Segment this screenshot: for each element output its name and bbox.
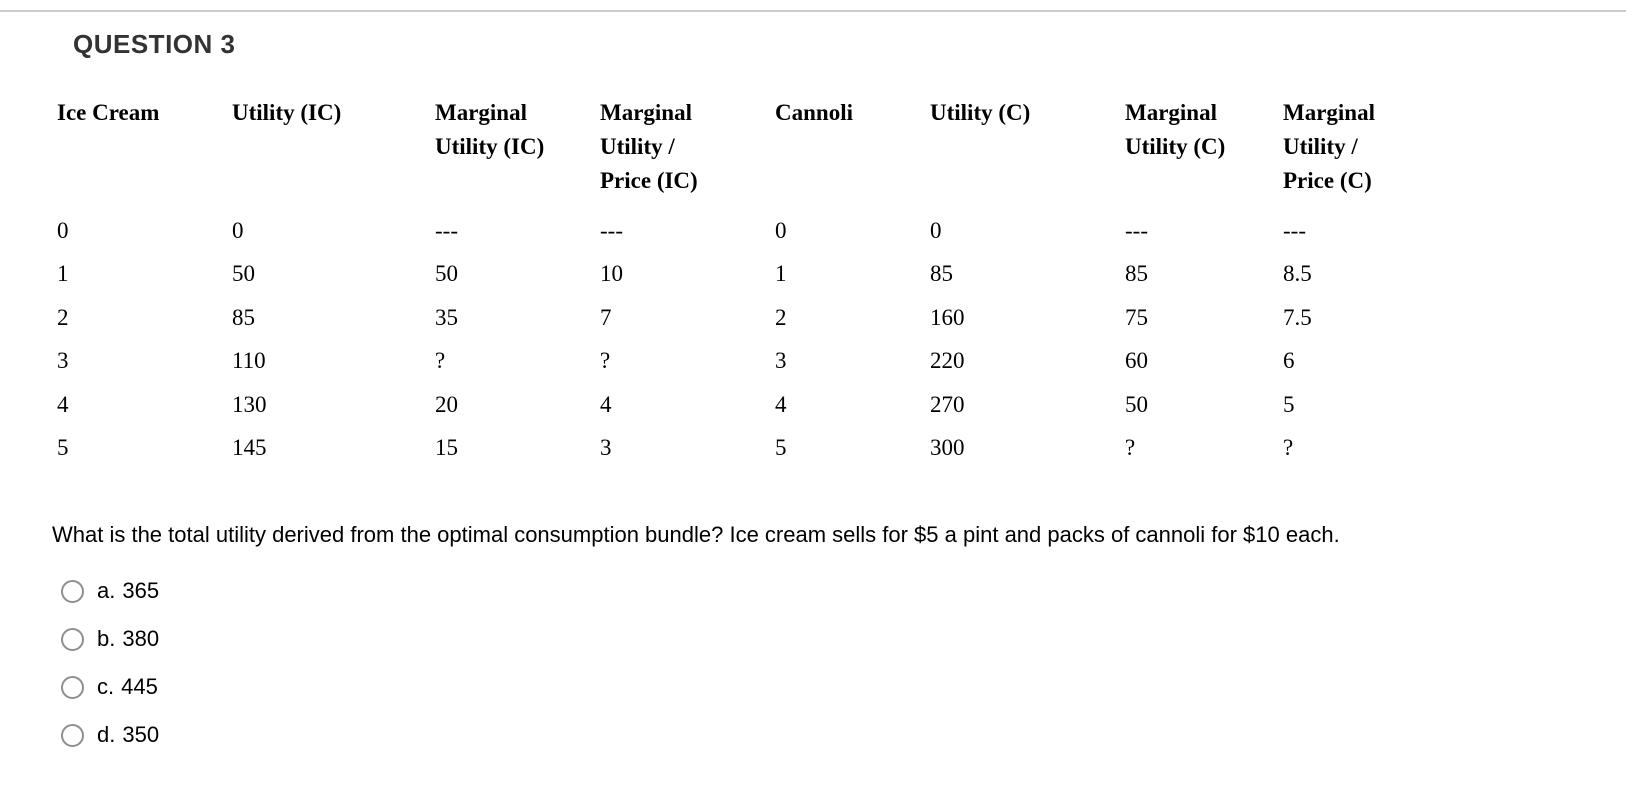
- answer-option[interactable]: c. 445: [61, 672, 1626, 702]
- table-cell: ?: [600, 348, 611, 374]
- table-row: 2 85 35 7 2 160 75 7.5: [57, 296, 1483, 340]
- table-cell: 110: [232, 348, 266, 374]
- table-cell: 7: [600, 304, 612, 330]
- radio-button-icon[interactable]: [61, 627, 84, 651]
- option-letter: c.: [97, 674, 115, 699]
- table-cell: 5: [57, 435, 69, 461]
- table-cell: 1: [775, 261, 787, 287]
- table-cell: ---: [1125, 217, 1148, 243]
- table-cell: 160: [930, 304, 965, 330]
- table-cell: ?: [435, 348, 446, 374]
- answer-option[interactable]: a. 365: [61, 576, 1626, 606]
- radio-button-icon[interactable]: [61, 675, 84, 699]
- question-panel: QUESTION 3 Ice Cream Utility (IC) Marginal…: [0, 10, 1626, 750]
- table-cell: 300: [930, 435, 965, 461]
- table-cell: 20: [435, 391, 458, 417]
- option-text: 380: [122, 626, 160, 651]
- column-header: Marginal Utility / Price (C): [1283, 100, 1375, 193]
- table-cell: 4: [600, 391, 612, 417]
- option-text: 365: [122, 578, 160, 603]
- table-cell: 75: [1125, 304, 1148, 330]
- column-header: Cannoli: [775, 100, 853, 125]
- table-cell: ?: [1125, 435, 1136, 461]
- column-header: Utility (IC): [232, 100, 342, 125]
- table-cell: 50: [1125, 391, 1148, 417]
- table-cell: 10: [600, 261, 623, 287]
- column-header: Utility (C): [930, 100, 1031, 125]
- table-cell: 7.5: [1283, 304, 1312, 330]
- table-cell: 35: [435, 304, 458, 330]
- table-cell: 130: [232, 391, 267, 417]
- table-cell: 4: [57, 391, 69, 417]
- table-cell: 220: [930, 348, 965, 374]
- table-cell: 2: [775, 304, 787, 330]
- table-cell: 60: [1125, 348, 1148, 374]
- table-cell: 50: [232, 261, 255, 287]
- option-letter: a.: [97, 578, 116, 603]
- table-cell: 0: [930, 217, 942, 243]
- table-cell: 2: [57, 304, 69, 330]
- table-cell: ---: [435, 217, 458, 243]
- column-header: Ice Cream: [57, 100, 160, 125]
- table-cell: ---: [1283, 217, 1306, 243]
- utility-table: Ice Cream Utility (IC) Marginal Utility (IC…: [57, 96, 1483, 470]
- table-cell: 8.5: [1283, 261, 1312, 287]
- answer-options: a. 365 b. 380 c. 445 d. 350: [61, 576, 1626, 750]
- table-cell: 4: [775, 391, 787, 417]
- radio-button-icon[interactable]: [61, 579, 84, 603]
- option-letter: d.: [97, 722, 116, 747]
- option-text: 445: [121, 674, 158, 699]
- column-header: Marginal Utility (C): [1125, 100, 1226, 159]
- table-cell: 270: [930, 391, 965, 417]
- column-header: Marginal Utility (IC): [435, 100, 545, 159]
- table-row: 5 145 15 3 5 300??: [57, 427, 1483, 471]
- radio-button-icon[interactable]: [61, 723, 84, 747]
- table-row: 4 130 20 4 4 270 50 5: [57, 383, 1483, 427]
- table-cell: 50: [435, 261, 458, 287]
- option-text: 350: [122, 722, 160, 747]
- answer-option[interactable]: d. 350: [61, 720, 1626, 750]
- table-cell: 0: [232, 217, 244, 243]
- table-cell: 1: [57, 261, 69, 287]
- table-cell: 0: [57, 217, 69, 243]
- table-body: 0 0 --- --- 0 0 --- --- 1 50 50 10 1 85 85 8.5 2 85 35 7 2 16…: [57, 209, 1483, 470]
- question-text: What is the total utility derived from t…: [52, 522, 1340, 547]
- table-cell: 3: [600, 435, 612, 461]
- table-header-row: Ice Cream Utility (IC) Marginal Utility (IC…: [57, 96, 1483, 209]
- table-cell: 145: [232, 435, 267, 461]
- table-cell: ?: [1283, 435, 1294, 461]
- table-row: 0 0 --- --- 0 0 --- ---: [57, 209, 1483, 253]
- table-cell: 6: [1283, 348, 1295, 374]
- table-cell: 85: [930, 261, 953, 287]
- table-cell: ---: [600, 217, 623, 243]
- table-cell: 5: [775, 435, 787, 461]
- column-header: Marginal Utility / Price (IC): [600, 100, 698, 193]
- table-cell: 3: [57, 348, 69, 374]
- option-letter: b.: [97, 626, 116, 651]
- table-cell: 15: [435, 435, 458, 461]
- table-row: 1 50 50 10 1 85 85 8.5: [57, 253, 1483, 297]
- table-cell: 0: [775, 217, 787, 243]
- page-title: QUESTION 3: [73, 29, 236, 59]
- answer-option[interactable]: b. 380: [61, 624, 1626, 654]
- table-cell: 85: [1125, 261, 1148, 287]
- table-row: 3 110?? 3 220 60 6: [57, 340, 1483, 384]
- table-cell: 3: [775, 348, 787, 374]
- table-cell: 85: [232, 304, 255, 330]
- table-cell: 5: [1283, 391, 1295, 417]
